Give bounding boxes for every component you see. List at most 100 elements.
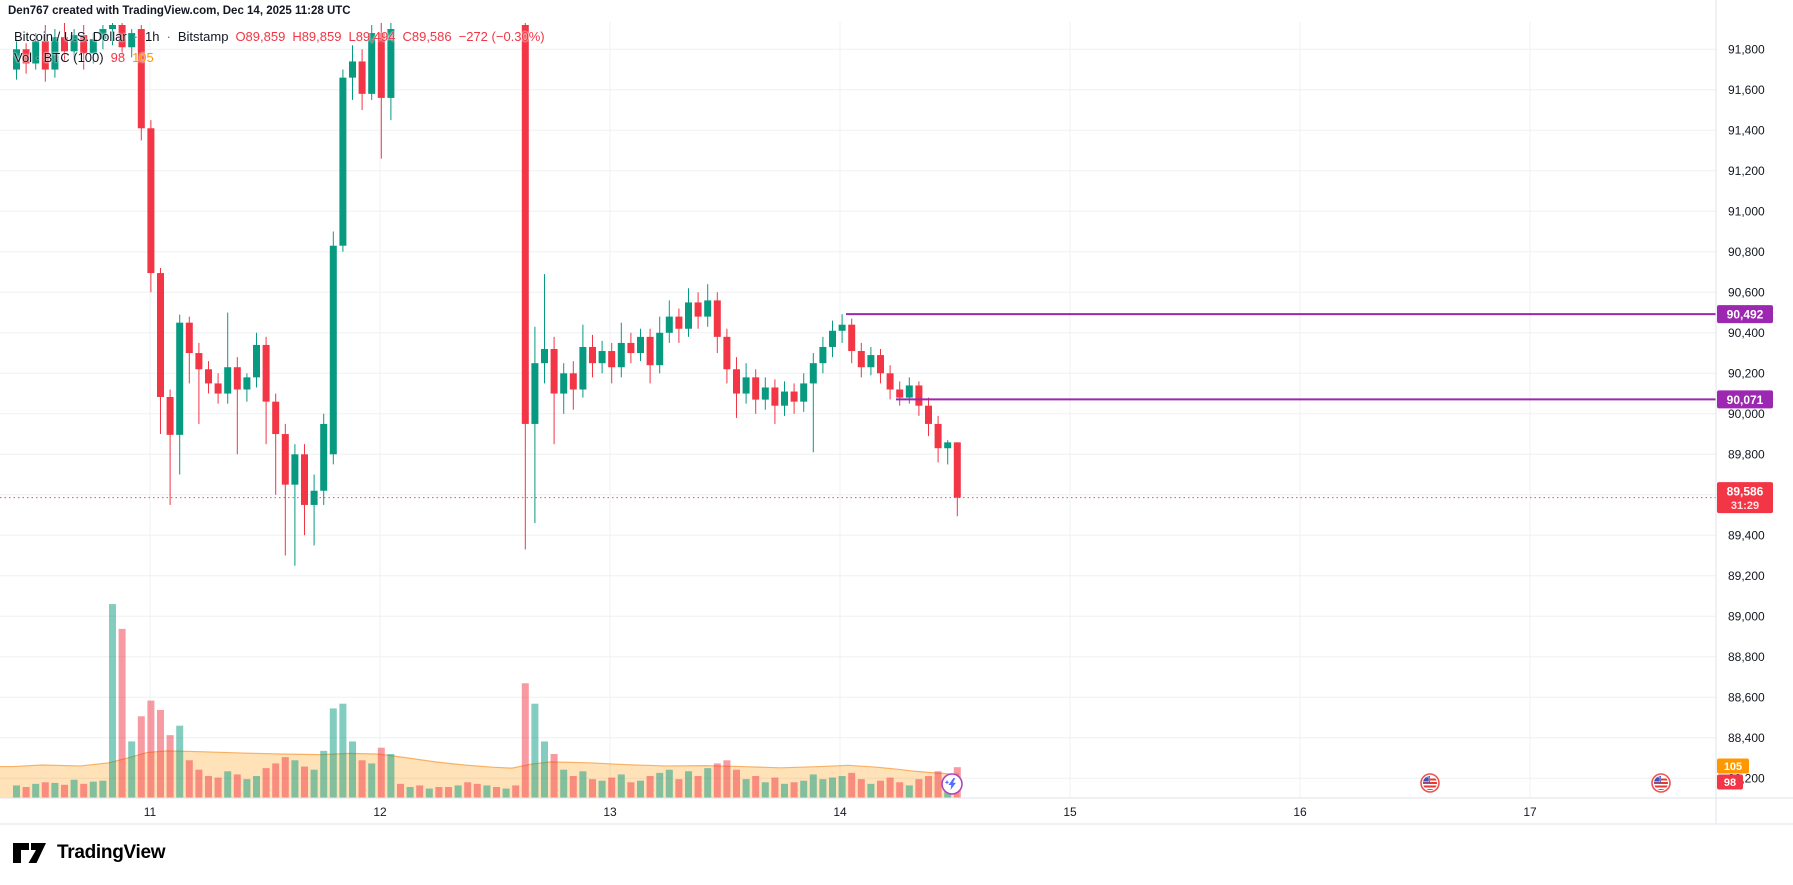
volume-bar [128,741,136,798]
volume-bar [329,708,337,798]
candle-body [137,29,145,129]
time-tick-label: 17 [1523,805,1537,819]
us-flag-icon[interactable] [1420,773,1440,793]
exchange-label[interactable]: Bitstamp [177,29,229,44]
volume-bar [877,780,884,798]
candle-body [243,377,251,390]
time-scale[interactable]: 11 12 13 14 15 16 17 [144,805,1537,819]
candle-body [339,77,347,246]
volume-bar [377,747,385,798]
volume-bar [387,753,395,798]
volume-bar [656,772,664,798]
candle-body [848,324,856,352]
open-value: O89,859 [235,29,286,44]
candle-body [569,373,577,390]
axis-badge-text: 89,586 [1727,485,1764,499]
volume-bar [521,683,529,798]
volume-bar [454,785,462,798]
volume-bar [320,750,328,798]
tradingview-brand-text[interactable]: TradingView [57,842,166,863]
candle-body [291,454,299,485]
candle-body [665,316,673,333]
volume-bar [857,779,865,798]
legend-volume-row[interactable]: Vol · BTC (100) 98 105 [14,50,545,65]
gridlines [0,22,1716,798]
candle-body [608,351,616,368]
candle-body [320,423,328,491]
attribution-text: Den767 created with TradingView.com, Dec… [8,5,351,17]
volume-bar [752,775,760,798]
footer: TradingView [12,840,166,866]
legend-symbol-row[interactable]: Bitcoin / U.S. Dollar · 1h · Bitstamp O8… [14,29,545,44]
volume-bar [22,786,30,798]
volume-bar [665,769,673,798]
candle-body [281,434,289,485]
price-tick-label: 88,800 [1728,650,1765,664]
time-tick-label: 15 [1063,805,1077,819]
candles [13,22,961,566]
tradingview-logo-icon[interactable] [12,840,48,866]
volume-bar [541,741,548,798]
candle-body [771,387,779,406]
symbol-name[interactable]: Bitcoin / U.S. Dollar [14,29,127,44]
volume-bar [531,703,539,798]
price-tick-label: 90,200 [1728,366,1765,380]
candle-body [253,344,260,378]
volume-bars [13,604,961,798]
level-price-badge [1717,390,1773,409]
candle-body [195,353,203,370]
candle-body [579,346,587,390]
candle-body [214,383,222,394]
volume-bar [32,783,40,798]
candle-body [560,373,568,394]
volume-bar [493,786,500,798]
volume-bar [262,768,270,798]
volume-bar [272,763,280,798]
price-tick-label: 91,400 [1728,123,1765,137]
candle-body [521,25,529,424]
price-tick-label: 89,200 [1728,569,1765,583]
price-tick-label: 90,000 [1728,407,1765,421]
price-tick-label: 91,200 [1728,164,1765,178]
candle-body [598,351,606,364]
time-tick-label: 16 [1293,805,1307,819]
interval-label[interactable]: 1h [145,29,160,44]
close-value: C89,586 [402,29,452,44]
candle-body [233,367,241,390]
price-scale[interactable]: 91,800 91,600 91,400 91,200 91,000 90,800 90,6… [1728,42,1765,785]
volume-bar [70,779,78,798]
time-scale-bg [0,799,1793,824]
volume-bar [925,775,932,798]
volume-bar [502,788,510,798]
volume-bar [733,769,740,798]
axis-badge-text: 31:29 [1731,500,1759,512]
volume-study-title[interactable]: Vol · BTC (100) [14,50,104,65]
lightning-icon[interactable] [941,773,963,795]
volume-bar [99,780,107,798]
volume-ma-badge-text: 105 [1724,761,1742,773]
volume-bar [790,782,798,798]
legend-separator: · [133,29,139,44]
candle-body [752,377,760,400]
price-tick-label: 88,400 [1728,731,1765,745]
volume-bar [291,760,299,798]
volume-badge [1717,774,1743,790]
volume-bar [646,775,654,798]
volume-bar [867,783,875,798]
price-tick-label: 88,600 [1728,690,1765,704]
candle-body [944,442,952,449]
candle-body [128,33,136,48]
price-tick-label: 90,800 [1728,245,1765,259]
volume-bar [416,785,424,798]
low-value: L89,494 [348,29,396,44]
volume-bar [464,782,472,798]
price-tick-label: 90,400 [1728,326,1765,340]
time-tick-label: 14 [833,805,847,819]
candle-body [310,490,318,505]
volume-bar [109,604,116,798]
last-price-badge [1717,482,1773,514]
volume-bar [896,782,904,798]
volume-bar [694,775,702,798]
us-flag-icon[interactable] [1651,773,1671,793]
chart-canvas[interactable]: 91,800 91,600 91,400 91,200 91,000 90,800 90,6… [0,0,1793,832]
